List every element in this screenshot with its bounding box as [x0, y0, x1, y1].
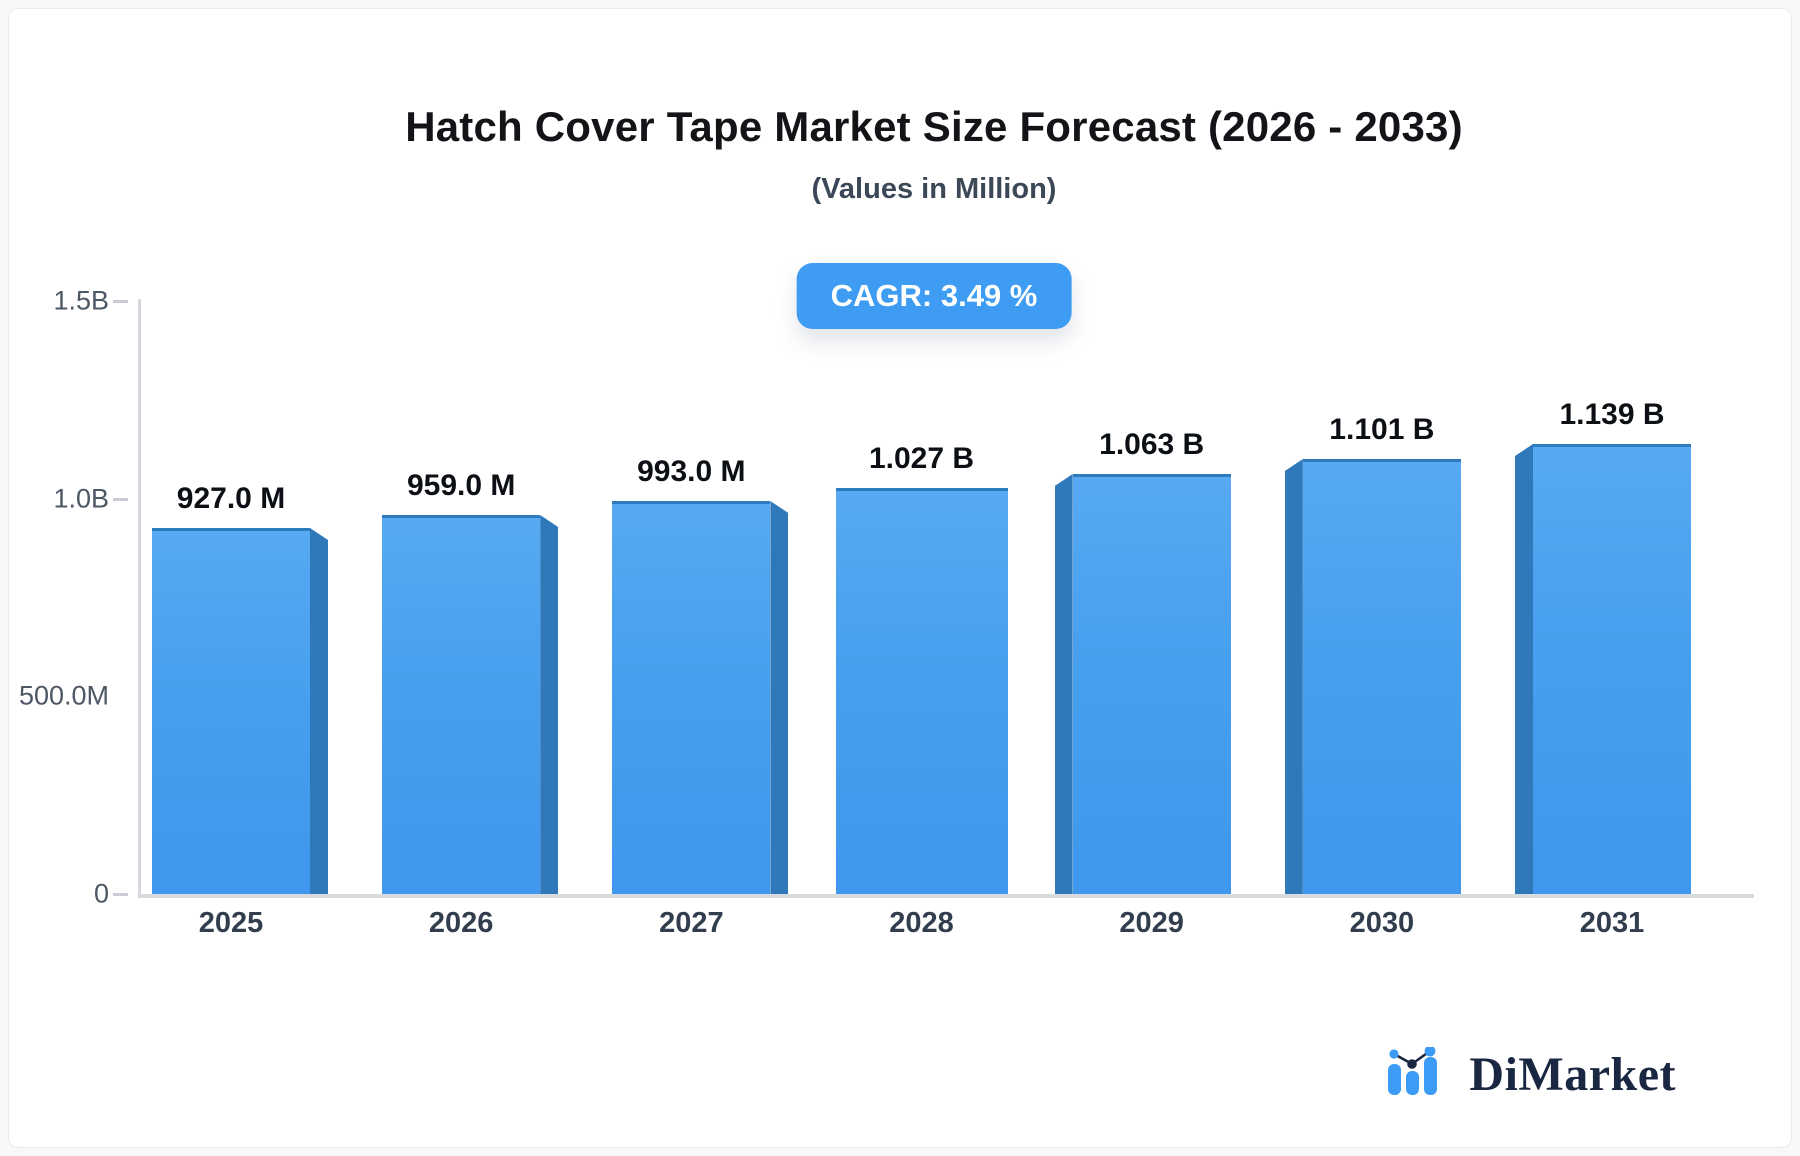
bar-2026[interactable] — [382, 515, 541, 894]
bar-chart-trend-icon — [1388, 1047, 1438, 1095]
bar-2029[interactable] — [1072, 474, 1231, 894]
x-axis-line — [138, 894, 1754, 898]
bar-2027[interactable] — [612, 501, 771, 894]
y-axis-line — [138, 299, 141, 898]
x-axis-label-2030: 2030 — [1349, 907, 1415, 939]
y-axis-label-1.5B: 1.5B — [53, 285, 109, 316]
bar-value-label-2030: 1.101 B — [1329, 413, 1435, 446]
bar-side-shade-2029 — [1054, 474, 1073, 894]
chart-card: Hatch Cover Tape Market Size Forecast (2… — [8, 8, 1792, 1148]
brand-name: DiMarket — [1469, 1048, 1676, 1101]
y-axis-tick — [113, 497, 128, 501]
bar-2031[interactable] — [1533, 444, 1692, 894]
x-axis-label-2027: 2027 — [659, 907, 724, 939]
bar-side-shade-2027 — [770, 501, 789, 894]
bar-value-label-2026: 959.0 M — [406, 469, 516, 502]
bar-side-shade-2031 — [1515, 444, 1534, 894]
x-axis-label-2026: 2026 — [428, 907, 494, 939]
x-axis-label-2031: 2031 — [1579, 907, 1645, 939]
cagr-badge: CAGR: 3.49 % — [796, 263, 1072, 329]
bar-value-label-2031: 1.139 B — [1559, 398, 1665, 431]
y-axis-label-500.0M: 500.0M — [18, 680, 109, 711]
chart-title: Hatch Cover Tape Market Size Forecast (2… — [405, 103, 1463, 150]
bar-2028[interactable] — [835, 488, 1008, 894]
bar-value-label-2029: 1.063 B — [1099, 428, 1205, 461]
x-axis-label-2029: 2029 — [1119, 907, 1184, 939]
chart-subtitle: (Values in Million) — [811, 173, 1057, 205]
y-axis-tick — [113, 893, 128, 896]
bar-value-label-2027: 993.0 M — [637, 455, 746, 488]
bar-2030[interactable] — [1302, 459, 1461, 894]
y-axis-label-1.0B: 1.0B — [53, 483, 109, 514]
bar-side-shade-2026 — [540, 515, 559, 894]
bar-value-label-2028: 1.027 B — [868, 442, 975, 475]
y-axis-tick — [113, 300, 128, 304]
bar-side-shade-2030 — [1284, 459, 1303, 894]
x-axis-label-2025: 2025 — [198, 907, 264, 939]
plot-area: 1.5B 1.0B 500.0M 0 927.0 M 2025 959.0 M 2026 993… — [9, 9, 1791, 1147]
bar-2025[interactable] — [152, 528, 310, 894]
bar-value-label-2025: 927.0 M — [176, 482, 286, 515]
bar-side-shade-2025 — [310, 528, 328, 894]
brand-logo: DiMarket — [1387, 1047, 1676, 1099]
y-axis-label-0: 0 — [93, 878, 109, 909]
x-axis-label-2028: 2028 — [889, 907, 954, 939]
